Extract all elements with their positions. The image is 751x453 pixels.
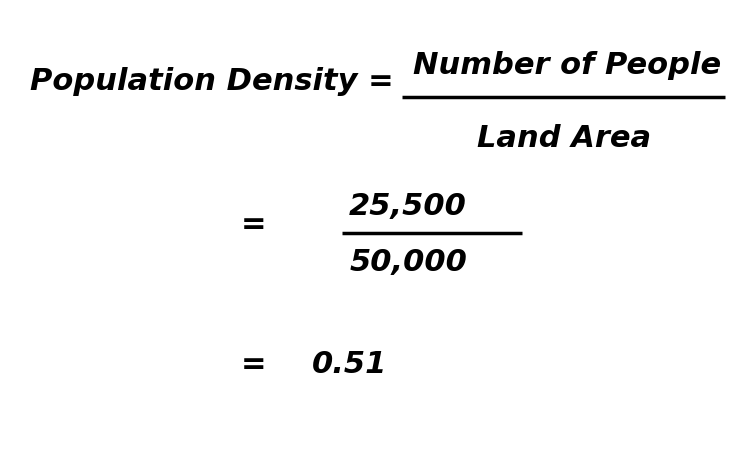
- Text: 0.51: 0.51: [312, 350, 387, 379]
- Text: 25,500: 25,500: [349, 192, 467, 221]
- Text: Population Density =: Population Density =: [30, 67, 394, 96]
- Text: Land Area: Land Area: [477, 124, 651, 153]
- Text: =: =: [240, 210, 266, 239]
- Text: =: =: [240, 350, 266, 379]
- Text: Number of People: Number of People: [413, 51, 721, 80]
- Text: 50,000: 50,000: [349, 248, 467, 277]
